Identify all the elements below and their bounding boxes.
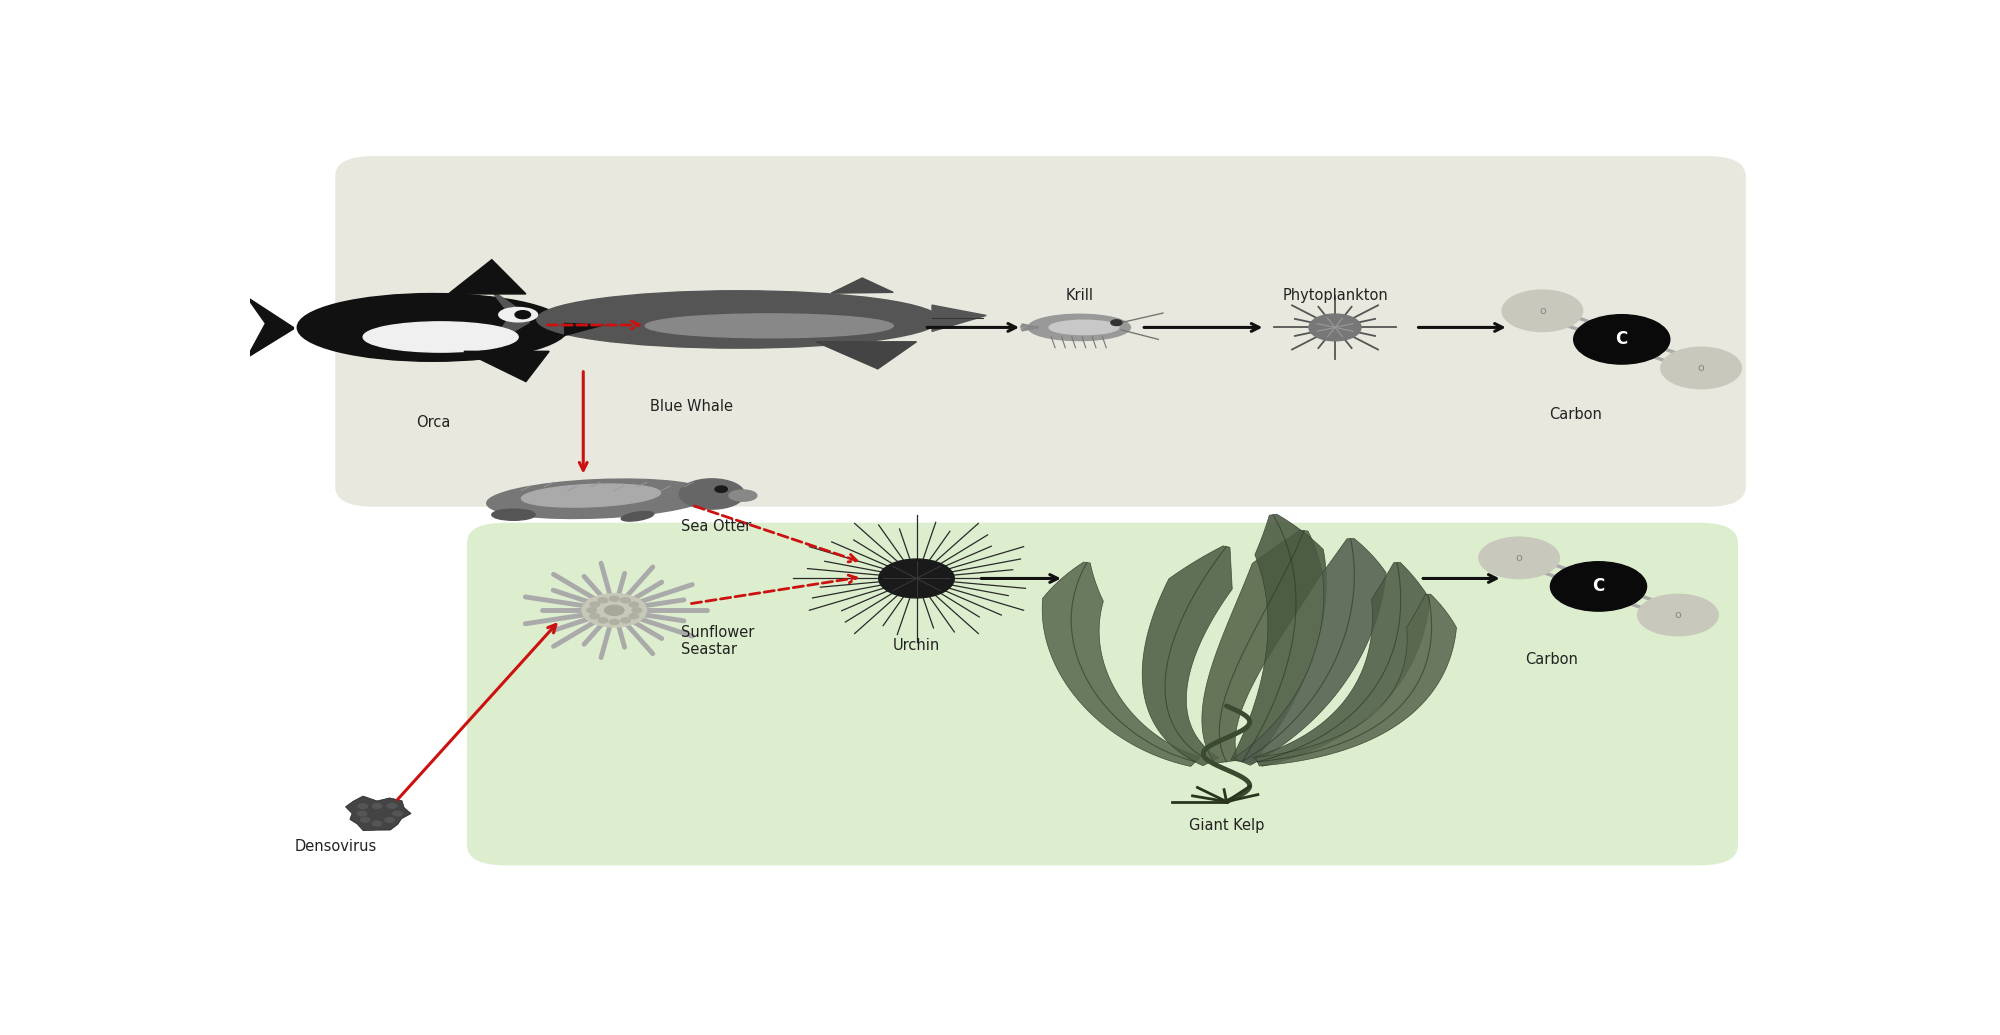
Text: Sunflower
Seastar: Sunflower Seastar [680,625,754,657]
Ellipse shape [522,484,660,507]
Ellipse shape [646,314,894,337]
Circle shape [610,620,620,624]
Ellipse shape [364,322,518,352]
Text: o: o [1698,363,1704,373]
Circle shape [358,804,368,808]
Circle shape [1502,290,1582,331]
Polygon shape [832,278,894,293]
Circle shape [1478,537,1560,579]
Text: Carbon: Carbon [1548,407,1602,422]
Polygon shape [1252,562,1430,766]
Circle shape [372,803,382,808]
Circle shape [358,811,366,816]
Polygon shape [1142,545,1232,766]
Text: Giant Kelp: Giant Kelp [1188,818,1264,832]
Polygon shape [346,796,412,831]
Circle shape [582,594,646,627]
Ellipse shape [1028,315,1130,341]
Circle shape [610,596,620,601]
Text: Densovirus: Densovirus [294,839,376,854]
Text: Blue Whale: Blue Whale [650,400,734,414]
Text: Phytoplankton: Phytoplankton [1282,288,1388,302]
Ellipse shape [492,509,536,521]
Circle shape [590,602,600,607]
FancyBboxPatch shape [336,156,1746,507]
Circle shape [716,486,728,493]
Text: Orca: Orca [416,415,450,431]
Text: Carbon: Carbon [1526,652,1578,667]
Polygon shape [1256,594,1456,766]
Circle shape [1110,320,1122,326]
Text: C: C [1592,578,1604,595]
Ellipse shape [536,291,940,348]
Circle shape [1308,314,1362,341]
FancyBboxPatch shape [468,523,1738,865]
Circle shape [1574,315,1670,364]
Ellipse shape [728,490,756,501]
Circle shape [632,608,642,613]
Polygon shape [816,342,916,368]
Text: o: o [1674,610,1682,620]
Polygon shape [932,305,986,331]
Polygon shape [1234,538,1386,765]
Text: Urchin: Urchin [892,639,940,653]
Ellipse shape [680,479,744,509]
Text: Sea Otter: Sea Otter [680,519,752,534]
Polygon shape [490,289,528,345]
Ellipse shape [298,294,568,361]
Ellipse shape [498,307,538,322]
Circle shape [388,803,396,808]
Circle shape [628,602,638,607]
Circle shape [372,821,382,826]
Polygon shape [246,297,294,358]
Text: C: C [1616,330,1628,349]
Circle shape [878,559,954,598]
Ellipse shape [1050,320,1118,334]
Circle shape [620,618,630,623]
Circle shape [620,598,630,602]
Ellipse shape [622,511,654,521]
Text: o: o [1516,553,1522,563]
Circle shape [1660,347,1742,389]
Text: o: o [1540,305,1546,316]
Circle shape [392,811,402,816]
Circle shape [1550,562,1646,611]
Polygon shape [564,323,604,335]
Circle shape [590,614,600,619]
Circle shape [516,310,530,319]
Circle shape [598,598,608,602]
Circle shape [1638,594,1718,635]
Polygon shape [1202,530,1322,764]
Circle shape [586,608,596,613]
Polygon shape [1042,562,1200,766]
Circle shape [604,605,624,616]
Ellipse shape [486,479,710,519]
Polygon shape [448,260,526,294]
Text: Krill: Krill [1066,288,1094,302]
Circle shape [598,618,608,623]
Circle shape [360,818,370,822]
Circle shape [628,614,638,619]
Polygon shape [464,351,550,382]
Polygon shape [1230,514,1326,764]
Circle shape [384,818,394,823]
